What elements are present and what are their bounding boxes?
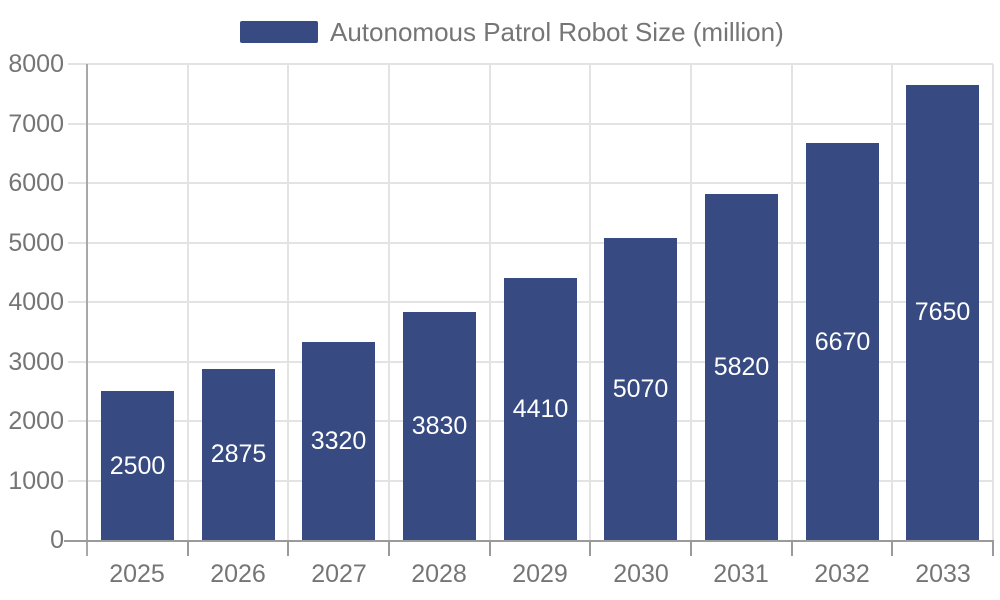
- y-axis-tick-label-2000: 2000: [8, 407, 64, 435]
- x-axis-tick-label-2031: 2031: [713, 560, 769, 588]
- x-axis-tick-9: [992, 540, 994, 556]
- x-axis-tick-8: [891, 540, 893, 556]
- x-axis-line: [64, 540, 993, 542]
- bar-value-label-2026: 2875: [210, 440, 267, 468]
- grid-line-x-5: [589, 64, 591, 540]
- x-axis-tick-7: [791, 540, 793, 556]
- grid-line-y-8000: [68, 63, 993, 65]
- bar-value-label-2032: 6670: [814, 328, 871, 356]
- bar-value-label-2033: 7650: [914, 298, 971, 326]
- x-axis-tick-label-2029: 2029: [512, 560, 568, 588]
- y-axis-tick-label-1000: 1000: [8, 467, 64, 495]
- grid-line-x-4: [489, 64, 491, 540]
- bar-2028: [403, 312, 476, 540]
- bar-2033: [906, 85, 979, 540]
- y-axis-tick-label-8000: 8000: [8, 50, 64, 78]
- y-axis-tick-label-4000: 4000: [8, 288, 64, 316]
- y-axis-tick-label-3000: 3000: [8, 348, 64, 376]
- bar-value-label-2027: 3320: [310, 427, 367, 455]
- x-axis-tick-5: [589, 540, 591, 556]
- x-axis-tick-label-2025: 2025: [109, 560, 165, 588]
- y-axis-tick-label-7000: 7000: [8, 110, 64, 138]
- y-axis-tick-label-5000: 5000: [8, 229, 64, 257]
- legend-swatch: [240, 21, 318, 43]
- grid-line-y-5000: [68, 242, 993, 244]
- grid-line-y-7000: [68, 123, 993, 125]
- bar-value-label-2029: 4410: [512, 395, 569, 423]
- grid-line-x-7: [791, 64, 793, 540]
- grid-line-x-2: [287, 64, 289, 540]
- bar-2025: [101, 391, 174, 540]
- x-axis-tick-1: [187, 540, 189, 556]
- x-axis-tick-label-2027: 2027: [311, 560, 367, 588]
- x-axis-tick-4: [489, 540, 491, 556]
- grid-line-x-9: [992, 64, 994, 540]
- bar-2032: [806, 143, 879, 540]
- grid-line-x-1: [187, 64, 189, 540]
- y-axis-tick-label-0: 0: [50, 526, 64, 554]
- x-axis-tick-label-2026: 2026: [210, 560, 266, 588]
- x-axis-tick-label-2028: 2028: [411, 560, 467, 588]
- bar-value-label-2028: 3830: [411, 412, 468, 440]
- y-axis-tick-label-6000: 6000: [8, 169, 64, 197]
- y-axis-line: [86, 64, 88, 556]
- bar-2029: [504, 278, 577, 540]
- bar-2027: [302, 342, 375, 540]
- grid-line-y-6000: [68, 182, 993, 184]
- legend-label: Autonomous Patrol Robot Size (million): [330, 16, 784, 47]
- grid-line-x-6: [690, 64, 692, 540]
- x-axis-tick-label-2033: 2033: [915, 560, 971, 588]
- bar-2026: [202, 369, 275, 540]
- bar-value-label-2031: 5820: [713, 353, 770, 381]
- grid-line-x-8: [891, 64, 893, 540]
- grid-line-x-3: [388, 64, 390, 540]
- x-axis-tick-label-2032: 2032: [814, 560, 870, 588]
- bar-value-label-2030: 5070: [612, 375, 669, 403]
- bar-value-label-2025: 2500: [109, 452, 166, 480]
- x-axis-tick-label-2030: 2030: [613, 560, 669, 588]
- bar-2030: [604, 238, 677, 540]
- x-axis-tick-6: [690, 540, 692, 556]
- legend-item[interactable]: Autonomous Patrol Robot Size (million): [240, 16, 784, 47]
- bar-2031: [705, 194, 778, 540]
- x-axis-tick-2: [287, 540, 289, 556]
- x-axis-tick-3: [388, 540, 390, 556]
